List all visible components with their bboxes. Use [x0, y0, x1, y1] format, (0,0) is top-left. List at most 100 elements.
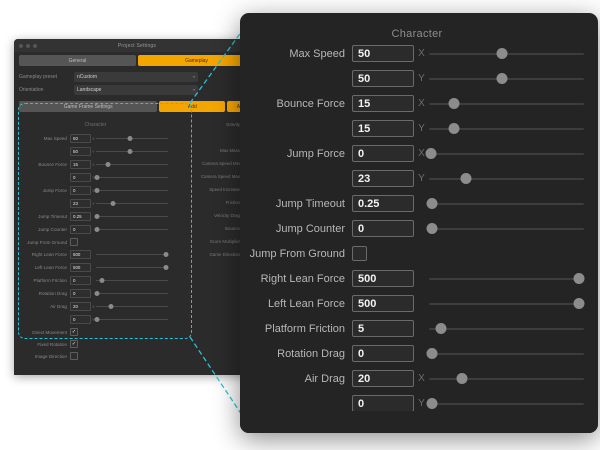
mini-slider-mgrp1-axis-y[interactable] [94, 174, 168, 181]
slider-handle[interactable] [163, 252, 169, 257]
mini-input-left-lean-force[interactable]: 500 [70, 263, 91, 272]
input-right-lean-force[interactable]: 500 [352, 270, 414, 287]
slider-grp1-axis-y[interactable] [429, 120, 584, 137]
slider-grp1-axis-y[interactable] [429, 170, 584, 187]
slider-right-lean-force[interactable] [429, 270, 585, 287]
slider-handle[interactable] [94, 175, 100, 180]
tab-gameplay[interactable]: Gameplay [138, 55, 255, 66]
mini-slider-jump-force[interactable] [94, 187, 168, 194]
input-max-speed[interactable]: 50 [352, 45, 414, 62]
checkbox-jump-from-ground[interactable]: ✓ [352, 246, 367, 261]
mini-slider-right-lean-force[interactable] [96, 251, 169, 258]
slider-jump-force[interactable] [425, 145, 584, 162]
mini-input-max-speed[interactable]: 50 [70, 134, 91, 143]
mini-slider-rotation-drag[interactable] [94, 290, 168, 297]
mini-input-mgrp1-axis-y[interactable]: 0 [70, 173, 91, 182]
mini-input-mgrp1-axis-y[interactable]: 50 [70, 147, 91, 156]
add-button-primary[interactable]: Add [159, 101, 226, 112]
slider-handle[interactable] [573, 273, 585, 284]
input-grp1-axis-y[interactable]: 23 [352, 170, 414, 187]
slider-rotation-drag[interactable] [426, 345, 584, 362]
mini-slider-max-speed[interactable] [96, 135, 168, 142]
mini-checkbox-direct-movement[interactable]: ✓ [70, 328, 78, 336]
mini-slider-mgrp1-axis-y[interactable] [96, 200, 168, 207]
mini-slider-air-drag[interactable] [96, 303, 168, 310]
slider-handle[interactable] [127, 149, 133, 154]
slider-handle[interactable] [108, 304, 114, 309]
mini-slider-platform-friction[interactable] [96, 277, 168, 284]
zoom-icon[interactable] [33, 43, 37, 48]
slider-handle[interactable] [94, 188, 100, 193]
input-air-drag[interactable]: 20 [352, 370, 414, 387]
mini-input-right-lean-force[interactable]: 500 [70, 250, 91, 259]
slider-handle[interactable] [496, 48, 508, 59]
slider-air-drag[interactable] [429, 370, 584, 387]
slider-handle[interactable] [448, 123, 460, 134]
slider-grp1-axis-y[interactable] [429, 70, 584, 87]
input-grp2-axis-y[interactable]: 0 [352, 395, 414, 412]
mini-input-rotation-drag[interactable]: 0 [70, 289, 91, 298]
input-jump-force[interactable]: 0 [352, 145, 414, 162]
input-bounce-force[interactable]: 15 [352, 95, 414, 112]
mini-slider-mgrp2-axis-y[interactable] [94, 316, 168, 323]
orientation-select[interactable]: Landscape ▾ [74, 84, 198, 95]
slider-handle[interactable] [426, 398, 438, 409]
slider-handle[interactable] [460, 173, 472, 184]
mini-checkbox-image-direction[interactable] [70, 352, 78, 360]
slider-handle[interactable] [94, 214, 100, 219]
input-jump-timeout[interactable]: 0.25 [352, 195, 414, 212]
slider-handle[interactable] [426, 348, 438, 359]
minimize-icon[interactable] [26, 43, 30, 48]
mini-checkbox-row-fixed-rotation[interactable]: Fixed Rotation ✓ [19, 338, 172, 350]
slider-max-speed[interactable] [429, 45, 584, 62]
slider-handle[interactable] [94, 227, 100, 232]
mini-input-platform-friction[interactable]: 0 [70, 276, 91, 285]
mini-checkbox-jump-from-ground[interactable] [70, 238, 78, 246]
input-rotation-drag[interactable]: 0 [352, 345, 414, 362]
mini-slider-jump-timeout[interactable] [94, 213, 168, 220]
slider-platform-friction[interactable] [429, 320, 584, 337]
slider-jump-counter[interactable] [426, 220, 584, 237]
traffic-light-buttons[interactable] [19, 43, 37, 48]
slider-handle[interactable] [425, 148, 437, 159]
mini-input-mgrp2-axis-y[interactable]: 0 [70, 315, 91, 324]
slider-handle[interactable] [496, 73, 508, 84]
mini-slider-bounce-force[interactable] [96, 161, 168, 168]
slider-jump-timeout[interactable] [426, 195, 584, 212]
mini-checkbox-row-jump-from-ground[interactable]: Jump From Ground [19, 236, 172, 248]
tab-general[interactable]: General [19, 55, 136, 66]
slider-handle[interactable] [573, 298, 585, 309]
mini-checkbox-row-image-direction[interactable]: Image Direction [19, 350, 172, 362]
gameplay-preset-select[interactable]: nCustom ▾ [74, 71, 198, 82]
close-icon[interactable] [19, 43, 23, 48]
slider-handle[interactable] [94, 291, 100, 296]
slider-handle[interactable] [163, 265, 169, 270]
slider-handle[interactable] [456, 373, 468, 384]
mini-checkbox-row-direct-movement[interactable]: Direct Movement ✓ [19, 326, 172, 338]
mini-input-jump-force[interactable]: 0 [70, 186, 91, 195]
slider-left-lean-force[interactable] [429, 295, 585, 312]
mini-input-jump-counter[interactable]: 0 [70, 225, 91, 234]
slider-handle[interactable] [426, 223, 438, 234]
slider-handle[interactable] [110, 201, 116, 206]
mini-slider-jump-counter[interactable] [94, 226, 168, 233]
slider-handle[interactable] [105, 162, 111, 167]
mini-input-bounce-force[interactable]: 15 [70, 160, 91, 169]
slider-handle[interactable] [94, 317, 100, 322]
slider-grp2-axis-y[interactable] [426, 395, 584, 412]
input-jump-counter[interactable]: 0 [352, 220, 414, 237]
checkbox-row-jump-from-ground[interactable]: Jump From Ground ✓ [240, 242, 598, 265]
slider-handle[interactable] [435, 323, 447, 334]
input-grp1-axis-y[interactable]: 50 [352, 70, 414, 87]
game-frame-settings-button[interactable]: Game Frame Settings [19, 101, 158, 112]
mini-slider-left-lean-force[interactable] [96, 264, 169, 271]
slider-handle[interactable] [426, 198, 438, 209]
slider-handle[interactable] [127, 136, 133, 141]
mini-slider-mgrp1-axis-y[interactable] [96, 148, 168, 155]
input-grp1-axis-y[interactable]: 15 [352, 120, 414, 137]
slider-bounce-force[interactable] [429, 95, 584, 112]
input-left-lean-force[interactable]: 500 [352, 295, 414, 312]
slider-handle[interactable] [99, 278, 105, 283]
mini-input-jump-timeout[interactable]: 0.25 [70, 212, 91, 221]
mini-input-mgrp1-axis-y[interactable]: 23 [70, 199, 91, 208]
